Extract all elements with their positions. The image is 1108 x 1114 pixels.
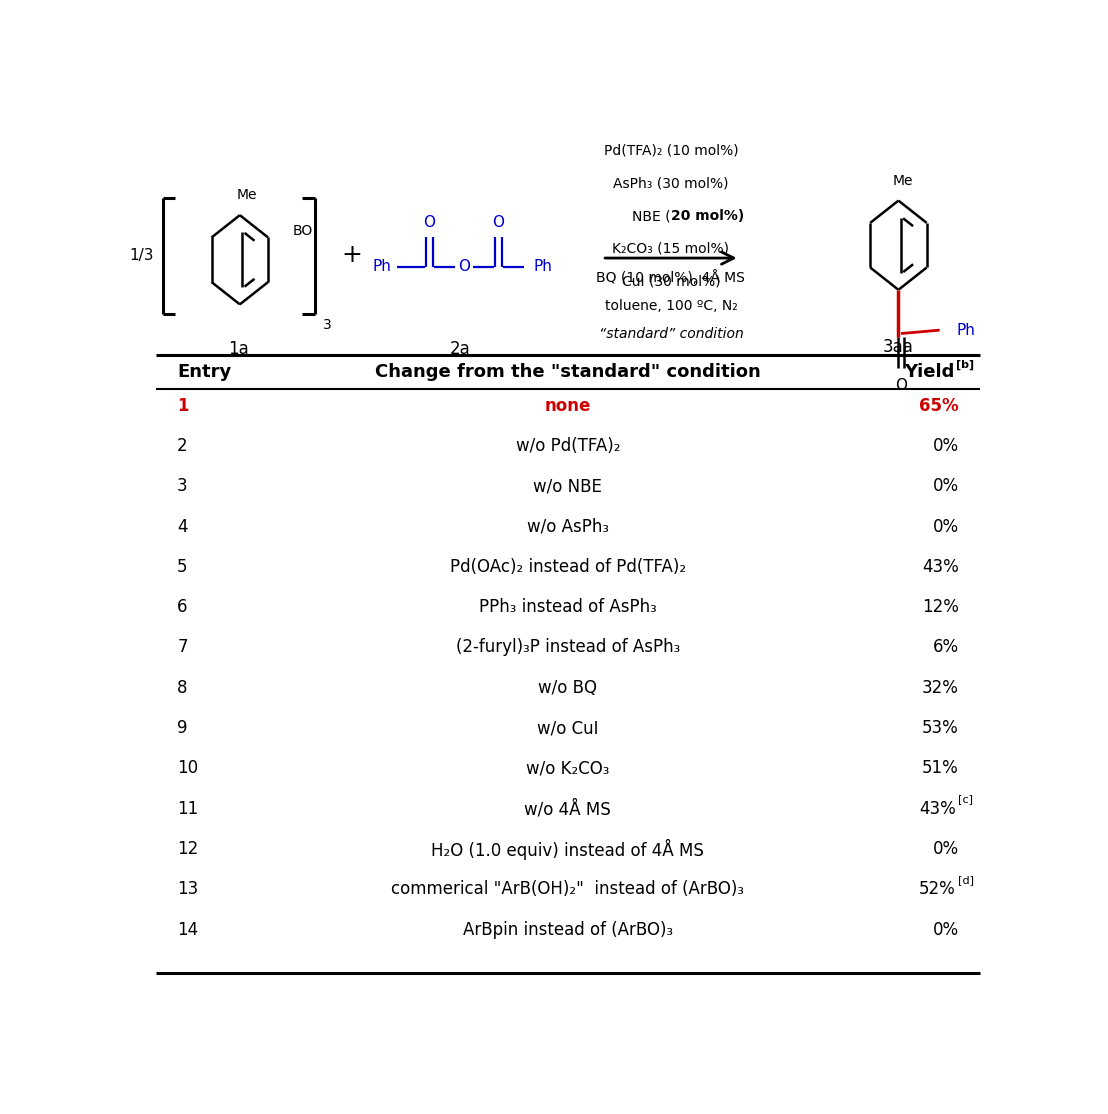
Text: H₂O (1.0 equiv) instead of 4Å MS: H₂O (1.0 equiv) instead of 4Å MS <box>431 839 705 860</box>
Text: w/o 4Å MS: w/o 4Å MS <box>524 800 612 818</box>
Text: 0%: 0% <box>933 518 958 536</box>
Text: [d]: [d] <box>957 874 974 885</box>
Text: toluene, 100 ºC, N₂: toluene, 100 ºC, N₂ <box>605 299 737 313</box>
Text: 3: 3 <box>177 477 187 496</box>
Text: NBE (: NBE ( <box>633 209 671 223</box>
Text: 12%: 12% <box>922 598 958 616</box>
Text: 0%: 0% <box>933 840 958 858</box>
Text: w/o BQ: w/o BQ <box>538 678 597 696</box>
Text: 4: 4 <box>177 518 187 536</box>
Text: 2: 2 <box>177 437 187 455</box>
Text: Entry: Entry <box>177 363 232 381</box>
Text: 7: 7 <box>177 638 187 656</box>
Text: [b]: [b] <box>956 360 974 370</box>
Text: Me: Me <box>892 174 913 188</box>
Text: O: O <box>895 378 907 392</box>
Text: 43%: 43% <box>920 800 956 818</box>
Text: Pd(TFA)₂ (10 mol%): Pd(TFA)₂ (10 mol%) <box>604 144 738 158</box>
Text: w/o CuI: w/o CuI <box>537 720 598 737</box>
Text: 1/3: 1/3 <box>130 248 154 263</box>
Text: 11: 11 <box>177 800 198 818</box>
Text: O: O <box>423 215 435 231</box>
Text: 1a: 1a <box>228 340 249 358</box>
Text: (2-furyl)₃P instead of AsPh₃: (2-furyl)₃P instead of AsPh₃ <box>455 638 680 656</box>
Text: Change from the "standard" condition: Change from the "standard" condition <box>375 363 761 381</box>
Text: w/o NBE: w/o NBE <box>533 477 603 496</box>
Text: 51%: 51% <box>922 760 958 778</box>
Text: 65%: 65% <box>919 397 958 414</box>
Text: 52%: 52% <box>920 880 956 898</box>
Text: 13: 13 <box>177 880 198 898</box>
Text: Pd(OAc)₂ instead of Pd(TFA)₂: Pd(OAc)₂ instead of Pd(TFA)₂ <box>450 558 686 576</box>
Text: 6%: 6% <box>933 638 958 656</box>
Text: ArBpin instead of (ArBO)₃: ArBpin instead of (ArBO)₃ <box>463 920 673 939</box>
Text: 6: 6 <box>177 598 187 616</box>
Text: 8: 8 <box>177 678 187 696</box>
Text: 0%: 0% <box>933 920 958 939</box>
Text: BQ (10 mol%), 4Å MS: BQ (10 mol%), 4Å MS <box>596 271 746 285</box>
Text: 20 mol%): 20 mol%) <box>671 209 745 223</box>
Text: Ph: Ph <box>534 260 553 274</box>
Text: 9: 9 <box>177 720 187 737</box>
Text: 0%: 0% <box>933 437 958 455</box>
Text: commerical "ArB(OH)₂"  instead of (ArBO)₃: commerical "ArB(OH)₂" instead of (ArBO)₃ <box>391 880 745 898</box>
Text: 0%: 0% <box>933 477 958 496</box>
Text: Yield: Yield <box>904 363 954 381</box>
Text: 3: 3 <box>324 319 332 332</box>
Text: Ph: Ph <box>372 260 391 274</box>
Text: w/o K₂CO₃: w/o K₂CO₃ <box>526 760 609 778</box>
Text: O: O <box>458 260 470 274</box>
Text: 12: 12 <box>177 840 198 858</box>
Text: PPh₃ instead of AsPh₃: PPh₃ instead of AsPh₃ <box>479 598 657 616</box>
Text: 43%: 43% <box>922 558 958 576</box>
Text: none: none <box>545 397 591 414</box>
Text: Ph: Ph <box>957 323 976 338</box>
Text: 53%: 53% <box>922 720 958 737</box>
Text: [c]: [c] <box>957 794 973 804</box>
Text: +: + <box>341 244 362 267</box>
Text: K₂CO₃ (15 mol%): K₂CO₃ (15 mol%) <box>613 242 729 255</box>
Text: Me: Me <box>236 188 257 203</box>
Text: CuI (30 mol%): CuI (30 mol%) <box>622 274 720 289</box>
Text: “standard” condition: “standard” condition <box>598 328 743 341</box>
Text: 14: 14 <box>177 920 198 939</box>
Text: 32%: 32% <box>922 678 958 696</box>
Text: BO: BO <box>293 224 312 237</box>
Text: O: O <box>492 215 504 231</box>
Text: 3aa: 3aa <box>883 338 914 355</box>
Text: 1: 1 <box>177 397 188 414</box>
Text: w/o AsPh₃: w/o AsPh₃ <box>526 518 609 536</box>
Text: AsPh₃ (30 mol%): AsPh₃ (30 mol%) <box>613 176 729 190</box>
Text: 5: 5 <box>177 558 187 576</box>
Text: 2a: 2a <box>450 340 471 358</box>
Text: w/o Pd(TFA)₂: w/o Pd(TFA)₂ <box>515 437 620 455</box>
Text: 10: 10 <box>177 760 198 778</box>
